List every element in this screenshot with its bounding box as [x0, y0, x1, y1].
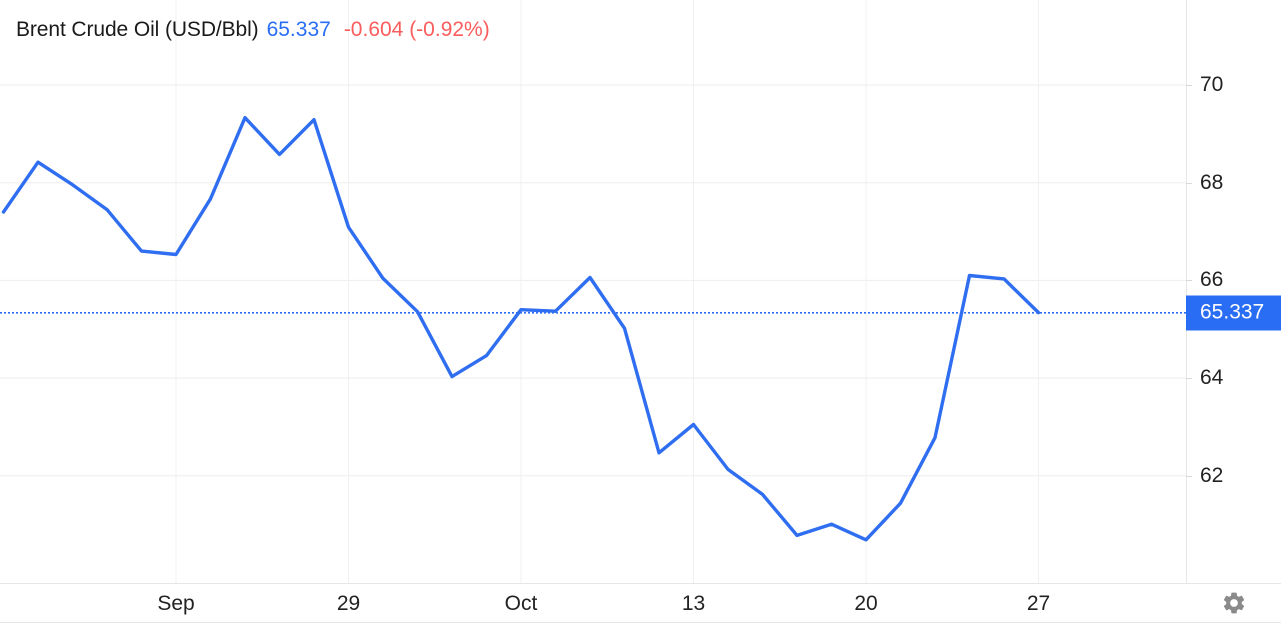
- y-axis-line: [1186, 0, 1187, 583]
- price-line: [1, 115, 1041, 542]
- x-axis-tick-label: 13: [681, 592, 706, 615]
- x-axis-tick-label: 27: [1026, 592, 1051, 615]
- price-change-value: -0.604 (-0.92%): [343, 18, 490, 41]
- chart-legend-header: Brent Crude Oil (USD/Bbl) 65.337 -0.604 …: [16, 18, 490, 48]
- y-axis-tick-label: 70: [1200, 73, 1224, 96]
- chart-settings-button[interactable]: [1219, 588, 1249, 618]
- x-axis-tick-label: 20: [854, 592, 878, 615]
- y-axis-tick-label: 66: [1200, 268, 1224, 292]
- plot-area[interactable]: [0, 0, 1186, 583]
- current-price-badge: 65.337: [1186, 295, 1281, 331]
- y-axis-tick-mark: [1186, 475, 1192, 477]
- widget-bottom-border: [0, 622, 1281, 623]
- instrument-name: Brent Crude Oil (USD/Bbl): [16, 18, 259, 41]
- y-axis-tick-mark: [1186, 85, 1192, 86]
- y-axis-tick-label: 68: [1200, 170, 1224, 194]
- last-price-value: 65.337: [266, 18, 331, 41]
- x-axis-tick-label: Sep: [157, 592, 195, 615]
- y-axis-tick-label: 64: [1200, 366, 1224, 390]
- y-axis-tick-mark: [1186, 280, 1192, 282]
- x-axis-tick-label: 29: [336, 592, 361, 615]
- gear-icon: [1221, 590, 1247, 616]
- y-axis-tick-mark: [1186, 378, 1192, 380]
- x-axis[interactable]: Sep 29 Oct 13 20 27: [0, 583, 1186, 624]
- y-axis-tick-mark: [1186, 182, 1192, 184]
- price-series-line: [1, 115, 1041, 542]
- y-axis[interactable]: 70 68 66 64 62 65.337: [1186, 0, 1281, 583]
- x-axis-line: [0, 583, 1281, 584]
- y-axis-tick-label: 62: [1200, 463, 1224, 487]
- x-axis-tick-label: Oct: [504, 592, 538, 615]
- chart-gridlines: [0, 0, 1186, 583]
